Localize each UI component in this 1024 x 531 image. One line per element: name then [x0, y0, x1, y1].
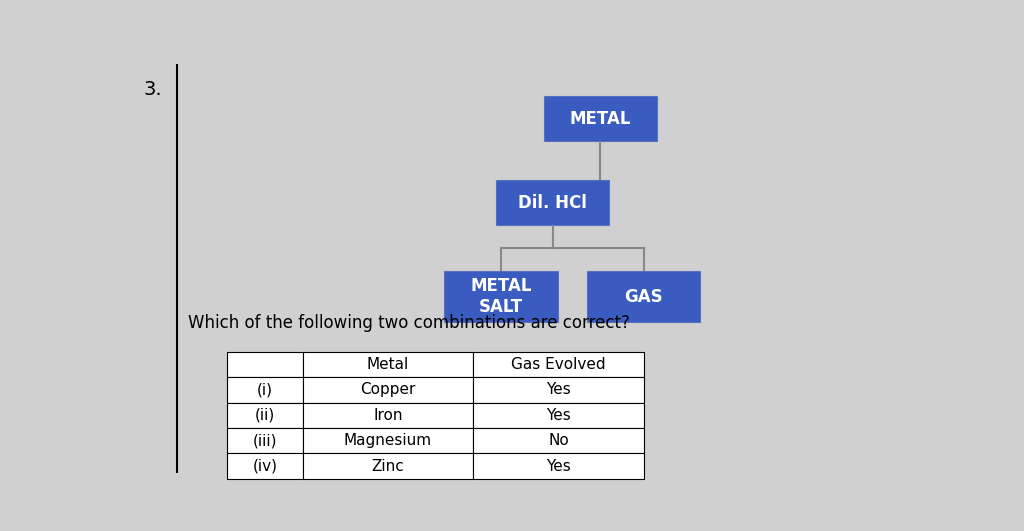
Text: Magnesium: Magnesium: [344, 433, 432, 448]
Bar: [303, 378, 473, 402]
Bar: [473, 352, 644, 378]
FancyBboxPatch shape: [543, 96, 657, 142]
FancyBboxPatch shape: [587, 270, 701, 323]
Text: Metal: Metal: [367, 357, 409, 372]
Bar: [303, 402, 473, 428]
Bar: [227, 402, 303, 428]
Text: (i): (i): [257, 382, 272, 398]
Text: GAS: GAS: [625, 288, 664, 306]
Text: Iron: Iron: [373, 408, 402, 423]
Text: No: No: [548, 433, 569, 448]
Text: METAL
SALT: METAL SALT: [470, 277, 531, 316]
Bar: [227, 352, 303, 378]
Text: Zinc: Zinc: [372, 459, 404, 474]
Bar: [473, 378, 644, 402]
Text: Yes: Yes: [546, 459, 571, 474]
Text: (iv): (iv): [252, 459, 278, 474]
Bar: [303, 428, 473, 453]
Text: Copper: Copper: [360, 382, 416, 398]
Text: (iii): (iii): [253, 433, 278, 448]
Bar: [227, 378, 303, 402]
Bar: [303, 352, 473, 378]
Bar: [473, 402, 644, 428]
FancyBboxPatch shape: [443, 270, 558, 323]
Text: 3.: 3.: [143, 80, 163, 99]
Text: (ii): (ii): [255, 408, 275, 423]
Bar: [473, 453, 644, 479]
Text: METAL: METAL: [569, 110, 631, 128]
FancyBboxPatch shape: [495, 179, 610, 226]
Text: Dil. HCl: Dil. HCl: [518, 194, 587, 212]
Bar: [303, 453, 473, 479]
Text: Gas Evolved: Gas Evolved: [511, 357, 606, 372]
Bar: [227, 428, 303, 453]
Text: Which of the following two combinations are correct?: Which of the following two combinations …: [187, 313, 630, 331]
Text: Yes: Yes: [546, 382, 571, 398]
Bar: [227, 453, 303, 479]
Bar: [473, 428, 644, 453]
Text: Yes: Yes: [546, 408, 571, 423]
